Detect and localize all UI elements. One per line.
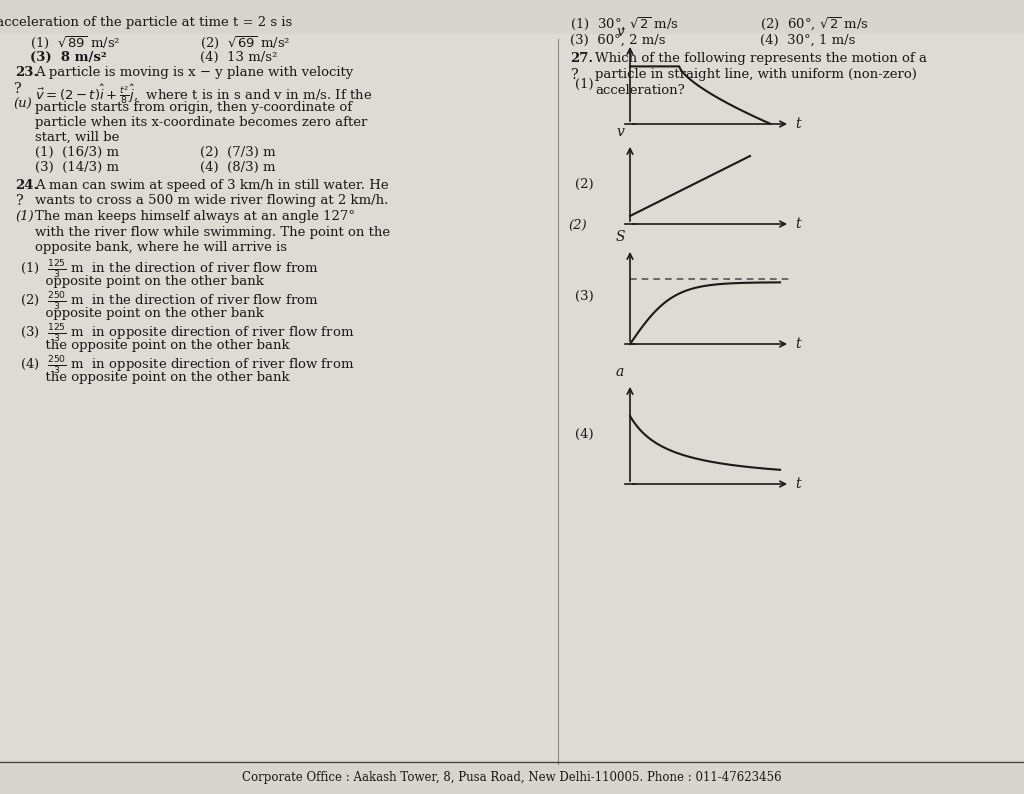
Text: (1): (1) — [15, 210, 34, 223]
Text: t: t — [795, 117, 801, 131]
Text: (1)  $\sqrt{89}$ m/s²: (1) $\sqrt{89}$ m/s² — [30, 34, 121, 51]
Text: opposite point on the other bank: opposite point on the other bank — [20, 275, 264, 288]
Text: (3)  $\frac{125}{3}$ m  in opposite direction of river flow from: (3) $\frac{125}{3}$ m in opposite direct… — [20, 323, 354, 345]
Text: v: v — [616, 125, 624, 139]
Text: (1)  (16/3) m: (1) (16/3) m — [35, 146, 119, 159]
Text: (2): (2) — [568, 219, 587, 232]
Text: (2)  $\frac{250}{3}$ m  in the direction of river flow from: (2) $\frac{250}{3}$ m in the direction o… — [20, 291, 318, 313]
Text: opposite bank, where he will arrive is: opposite bank, where he will arrive is — [35, 241, 287, 254]
Text: 24.: 24. — [15, 179, 38, 192]
Text: (2)  60°, $\sqrt{2}$ m/s: (2) 60°, $\sqrt{2}$ m/s — [760, 16, 868, 33]
Text: t: t — [795, 337, 801, 351]
Text: v: v — [616, 25, 624, 39]
Text: particle when its x-coordinate becomes zero after: particle when its x-coordinate becomes z… — [35, 116, 368, 129]
Text: The acceleration of the particle at time t = 2 s is: The acceleration of the particle at time… — [0, 16, 293, 29]
Text: (1): (1) — [575, 78, 594, 91]
Text: ?: ? — [13, 82, 20, 96]
Text: The man keeps himself always at an angle 127°: The man keeps himself always at an angle… — [35, 210, 355, 223]
Text: ?: ? — [15, 194, 23, 208]
Text: (2)  $\sqrt{69}$ m/s²: (2) $\sqrt{69}$ m/s² — [200, 34, 291, 51]
Text: with the river flow while swimming. The point on the: with the river flow while swimming. The … — [35, 226, 390, 239]
Text: A man can swim at speed of 3 km/h in still water. He: A man can swim at speed of 3 km/h in sti… — [35, 179, 389, 192]
Text: (3): (3) — [575, 290, 594, 303]
Text: acceleration?: acceleration? — [595, 84, 685, 97]
Text: (4)  (8/3) m: (4) (8/3) m — [200, 161, 275, 174]
Text: (2): (2) — [575, 178, 594, 191]
Text: a: a — [615, 365, 624, 379]
Text: $\vec{v} = (2-t)\hat{i} + \frac{t^2}{8}\hat{j}$,  where t is in s and v in m/s. : $\vec{v} = (2-t)\hat{i} + \frac{t^2}{8}\… — [35, 82, 372, 106]
Text: (u): (u) — [13, 98, 32, 111]
Text: (4)  13 m/s²: (4) 13 m/s² — [200, 51, 278, 64]
Text: ?: ? — [570, 68, 578, 82]
Text: (3)  (14/3) m: (3) (14/3) m — [35, 161, 119, 174]
Text: start, will be: start, will be — [35, 131, 120, 144]
Text: (1)  30°, $\sqrt{2}$ m/s: (1) 30°, $\sqrt{2}$ m/s — [570, 16, 679, 33]
Text: A particle is moving is x − y plane with velocity: A particle is moving is x − y plane with… — [35, 66, 353, 79]
Text: (4)  $\frac{250}{3}$ m  in opposite direction of river flow from: (4) $\frac{250}{3}$ m in opposite direct… — [20, 355, 354, 377]
Text: particle starts from origin, then y-coordinate of: particle starts from origin, then y-coor… — [35, 101, 352, 114]
Text: (4): (4) — [575, 427, 594, 441]
Text: t: t — [795, 217, 801, 231]
Text: t: t — [795, 477, 801, 491]
Text: 23.: 23. — [15, 66, 38, 79]
Text: Corporate Office : Aakash Tower, 8, Pusa Road, New Delhi-110005. Phone : 011-476: Corporate Office : Aakash Tower, 8, Pusa… — [243, 772, 781, 784]
Text: 27.: 27. — [570, 52, 593, 65]
Text: (2)  (7/3) m: (2) (7/3) m — [200, 146, 275, 159]
Text: opposite point on the other bank: opposite point on the other bank — [20, 307, 264, 320]
Text: Which of the following represents the motion of a: Which of the following represents the mo… — [595, 52, 927, 65]
Text: particle in straight line, with uniform (non-zero): particle in straight line, with uniform … — [595, 68, 916, 81]
Text: (1)  $\frac{125}{3}$ m  in the direction of river flow from: (1) $\frac{125}{3}$ m in the direction o… — [20, 259, 318, 281]
Text: (3)  8 m/s²: (3) 8 m/s² — [30, 51, 106, 64]
Text: wants to cross a 500 m wide river flowing at 2 km/h.: wants to cross a 500 m wide river flowin… — [35, 194, 388, 207]
Text: the opposite point on the other bank: the opposite point on the other bank — [20, 339, 290, 352]
Text: the opposite point on the other bank: the opposite point on the other bank — [20, 371, 290, 384]
Text: (4)  30°, 1 m/s: (4) 30°, 1 m/s — [760, 34, 855, 47]
Text: (3)  60°, 2 m/s: (3) 60°, 2 m/s — [570, 34, 666, 47]
Text: S: S — [615, 230, 625, 244]
